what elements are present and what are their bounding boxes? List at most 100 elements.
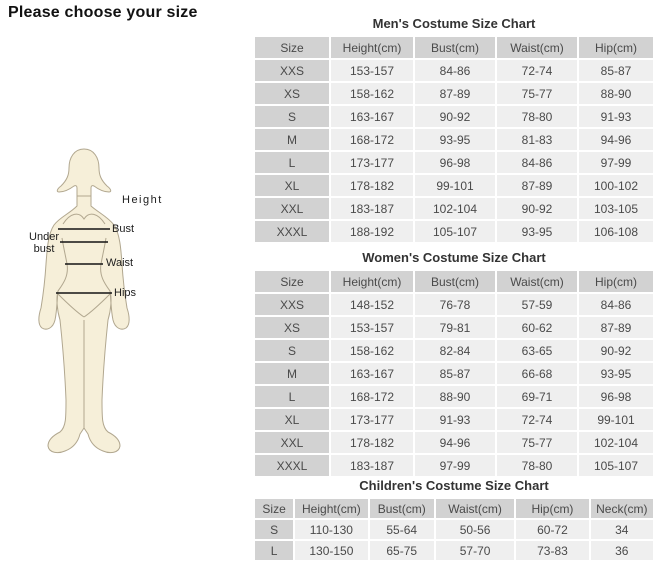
size-label-cell: S [255, 520, 294, 539]
size-value-cell: 183-187 [331, 198, 413, 219]
under-bust-label: Under bust [29, 231, 59, 255]
table-row: M 168-172 93-95 81-83 94-96 [255, 129, 653, 150]
column-header: Waist(cm) [497, 271, 577, 292]
size-value-cell: 85-87 [579, 60, 653, 81]
head-and-hair [56, 148, 112, 197]
size-label-cell: XL [255, 409, 329, 430]
size-value-cell: 34 [590, 520, 653, 539]
size-value-cell: 87-89 [415, 83, 495, 104]
column-header: Size [255, 271, 329, 292]
womens-size-chart-section: Women's Costume Size Chart Size Height(cm… [253, 250, 655, 478]
size-value-cell: 105-107 [415, 221, 495, 242]
size-value-cell: 158-162 [331, 83, 413, 104]
size-value-cell: 93-95 [579, 363, 653, 384]
size-value-cell: 99-101 [415, 175, 495, 196]
table-row: S 163-167 90-92 78-80 91-93 [255, 106, 653, 127]
size-value-cell: 173-177 [331, 409, 413, 430]
garment-neckline [62, 213, 106, 225]
column-header: Size [255, 499, 294, 518]
size-value-cell: 106-108 [579, 221, 653, 242]
size-value-cell: 73-83 [516, 541, 589, 560]
size-value-cell: 87-89 [497, 175, 577, 196]
column-header: Hip(cm) [579, 37, 653, 58]
size-value-cell: 91-93 [415, 409, 495, 430]
size-value-cell: 163-167 [331, 363, 413, 384]
size-value-cell: 148-152 [331, 294, 413, 315]
size-value-cell: 60-62 [497, 317, 577, 338]
table-row: XXL 178-182 94-96 75-77 102-104 [255, 432, 653, 453]
header-row: Size Height(cm) Bust(cm) Waist(cm) Hip(cm) Ne… [255, 499, 653, 518]
size-value-cell: 163-167 [331, 106, 413, 127]
column-header: Bust(cm) [369, 499, 434, 518]
column-header: Hip(cm) [579, 271, 653, 292]
size-label-cell: L [255, 541, 294, 560]
womens-size-table: Size Height(cm) Bust(cm) Waist(cm) Hip(cm) XX… [253, 269, 655, 478]
table-row: L 130-150 65-75 57-70 73-83 36 [255, 541, 653, 560]
table-row: XXXL 188-192 105-107 93-95 106-108 [255, 221, 653, 242]
size-value-cell: 60-72 [516, 520, 589, 539]
size-value-cell: 168-172 [331, 386, 413, 407]
size-label-cell: S [255, 106, 329, 127]
size-label-cell: M [255, 363, 329, 384]
size-value-cell: 85-87 [415, 363, 495, 384]
size-value-cell: 93-95 [497, 221, 577, 242]
size-value-cell: 84-86 [579, 294, 653, 315]
size-value-cell: 84-86 [497, 152, 577, 173]
table-row: XS 153-157 79-81 60-62 87-89 [255, 317, 653, 338]
mens-chart-title: Men's Costume Size Chart [372, 16, 536, 31]
size-value-cell: 168-172 [331, 129, 413, 150]
size-value-cell: 72-74 [497, 60, 577, 81]
size-charts-column: Men's Costume Size Chart Size Height(cm) B… [253, 16, 655, 562]
size-value-cell: 90-92 [579, 340, 653, 361]
size-value-cell: 97-99 [415, 455, 495, 476]
bikini-lines [57, 293, 111, 318]
waist-label: Waist [106, 257, 134, 269]
childrens-chart-title: Children's Costume Size Chart [359, 478, 549, 493]
size-value-cell: 100-102 [579, 175, 653, 196]
column-header: Neck(cm) [590, 499, 653, 518]
table-row: L 168-172 88-90 69-71 96-98 [255, 386, 653, 407]
size-label-cell: XXXL [255, 455, 329, 476]
size-label-cell: XS [255, 83, 329, 104]
table-row: XXXL 183-187 97-99 78-80 105-107 [255, 455, 653, 476]
size-label-cell: XXS [255, 60, 329, 81]
column-header: Waist(cm) [497, 37, 577, 58]
size-value-cell: 103-105 [579, 198, 653, 219]
table-row: XXL 183-187 102-104 90-92 103-105 [255, 198, 653, 219]
table-row: XL 173-177 91-93 72-74 99-101 [255, 409, 653, 430]
size-label-cell: XS [255, 317, 329, 338]
table-row: S 110-130 55-64 50-56 60-72 34 [255, 520, 653, 539]
hips-label: Hips [114, 287, 137, 299]
size-value-cell: 82-84 [415, 340, 495, 361]
size-value-cell: 55-64 [369, 520, 434, 539]
column-header: Height(cm) [331, 37, 413, 58]
bust-label: Bust [112, 223, 135, 235]
table-row: XXS 153-157 84-86 72-74 85-87 [255, 60, 653, 81]
size-value-cell: 57-59 [497, 294, 577, 315]
size-value-cell: 79-81 [415, 317, 495, 338]
column-header: Height(cm) [331, 271, 413, 292]
size-value-cell: 96-98 [579, 386, 653, 407]
size-label-cell: XL [255, 175, 329, 196]
size-value-cell: 87-89 [579, 317, 653, 338]
size-value-cell: 96-98 [415, 152, 495, 173]
page-title: Please choose your size [8, 4, 198, 21]
size-value-cell: 110-130 [295, 520, 368, 539]
column-header: Size [255, 37, 329, 58]
size-value-cell: 173-177 [331, 152, 413, 173]
size-value-cell: 90-92 [415, 106, 495, 127]
mens-size-table: Size Height(cm) Bust(cm) Waist(cm) Hip(cm) XX… [253, 35, 655, 244]
size-label-cell: M [255, 129, 329, 150]
table-row: L 173-177 96-98 84-86 97-99 [255, 152, 653, 173]
table-row: XS 158-162 87-89 75-77 88-90 [255, 83, 653, 104]
size-value-cell: 84-86 [415, 60, 495, 81]
table-row: M 163-167 85-87 66-68 93-95 [255, 363, 653, 384]
size-label-cell: XXS [255, 294, 329, 315]
size-value-cell: 76-78 [415, 294, 495, 315]
size-value-cell: 178-182 [331, 432, 413, 453]
size-value-cell: 178-182 [331, 175, 413, 196]
size-value-cell: 75-77 [497, 432, 577, 453]
size-value-cell: 66-68 [497, 363, 577, 384]
